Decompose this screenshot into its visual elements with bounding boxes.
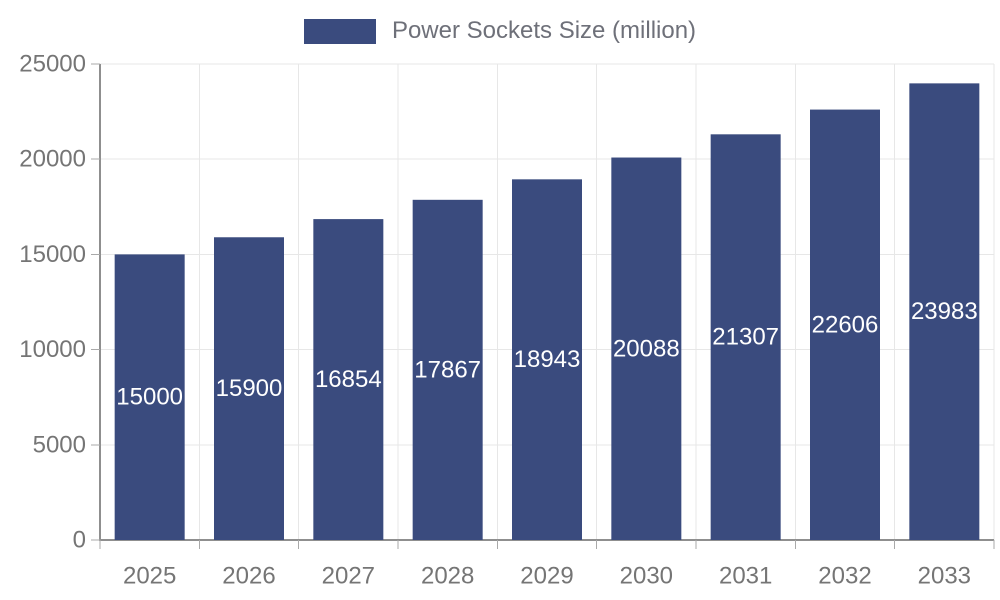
bar[interactable] bbox=[214, 237, 284, 540]
x-tick-label: 2028 bbox=[421, 563, 474, 590]
y-tick-label: 20000 bbox=[19, 146, 86, 173]
bar[interactable] bbox=[810, 109, 880, 540]
bar-value-label: 15000 bbox=[116, 384, 183, 411]
legend[interactable]: Power Sockets Size (million) bbox=[0, 17, 1000, 45]
bar[interactable] bbox=[611, 157, 682, 540]
bar[interactable] bbox=[710, 134, 781, 541]
x-tick-label: 2030 bbox=[620, 563, 673, 590]
x-tick-label: 2026 bbox=[222, 563, 275, 590]
y-tick-label: 25000 bbox=[19, 51, 86, 78]
bar[interactable] bbox=[512, 179, 582, 540]
y-tick-label: 5000 bbox=[33, 431, 86, 458]
y-tick-label: 15000 bbox=[19, 241, 86, 268]
bar[interactable] bbox=[114, 254, 185, 540]
bar-value-label: 22606 bbox=[812, 311, 879, 338]
x-tick-label: 2029 bbox=[520, 563, 573, 590]
bar-value-label: 21307 bbox=[712, 324, 779, 351]
bar-value-label: 16854 bbox=[315, 366, 382, 393]
x-tick-label: 2025 bbox=[123, 563, 176, 590]
bar[interactable] bbox=[313, 219, 384, 540]
bar-value-label: 20088 bbox=[613, 335, 680, 362]
x-tick-label: 2033 bbox=[918, 563, 971, 590]
bar[interactable] bbox=[412, 199, 483, 540]
bar-value-label: 15900 bbox=[216, 375, 283, 402]
bar-value-label: 17867 bbox=[414, 356, 481, 383]
y-tick-label: 0 bbox=[73, 527, 86, 554]
x-tick-label: 2032 bbox=[818, 563, 871, 590]
legend-label: Power Sockets Size (million) bbox=[391, 17, 697, 44]
bar-value-label: 23983 bbox=[911, 298, 978, 325]
y-tick-label: 10000 bbox=[19, 336, 86, 363]
x-tick-label: 2027 bbox=[322, 563, 375, 590]
legend-swatch bbox=[303, 18, 376, 44]
x-tick-label: 2031 bbox=[719, 563, 772, 590]
bar[interactable] bbox=[909, 83, 980, 540]
bar-value-label: 18943 bbox=[514, 346, 581, 373]
